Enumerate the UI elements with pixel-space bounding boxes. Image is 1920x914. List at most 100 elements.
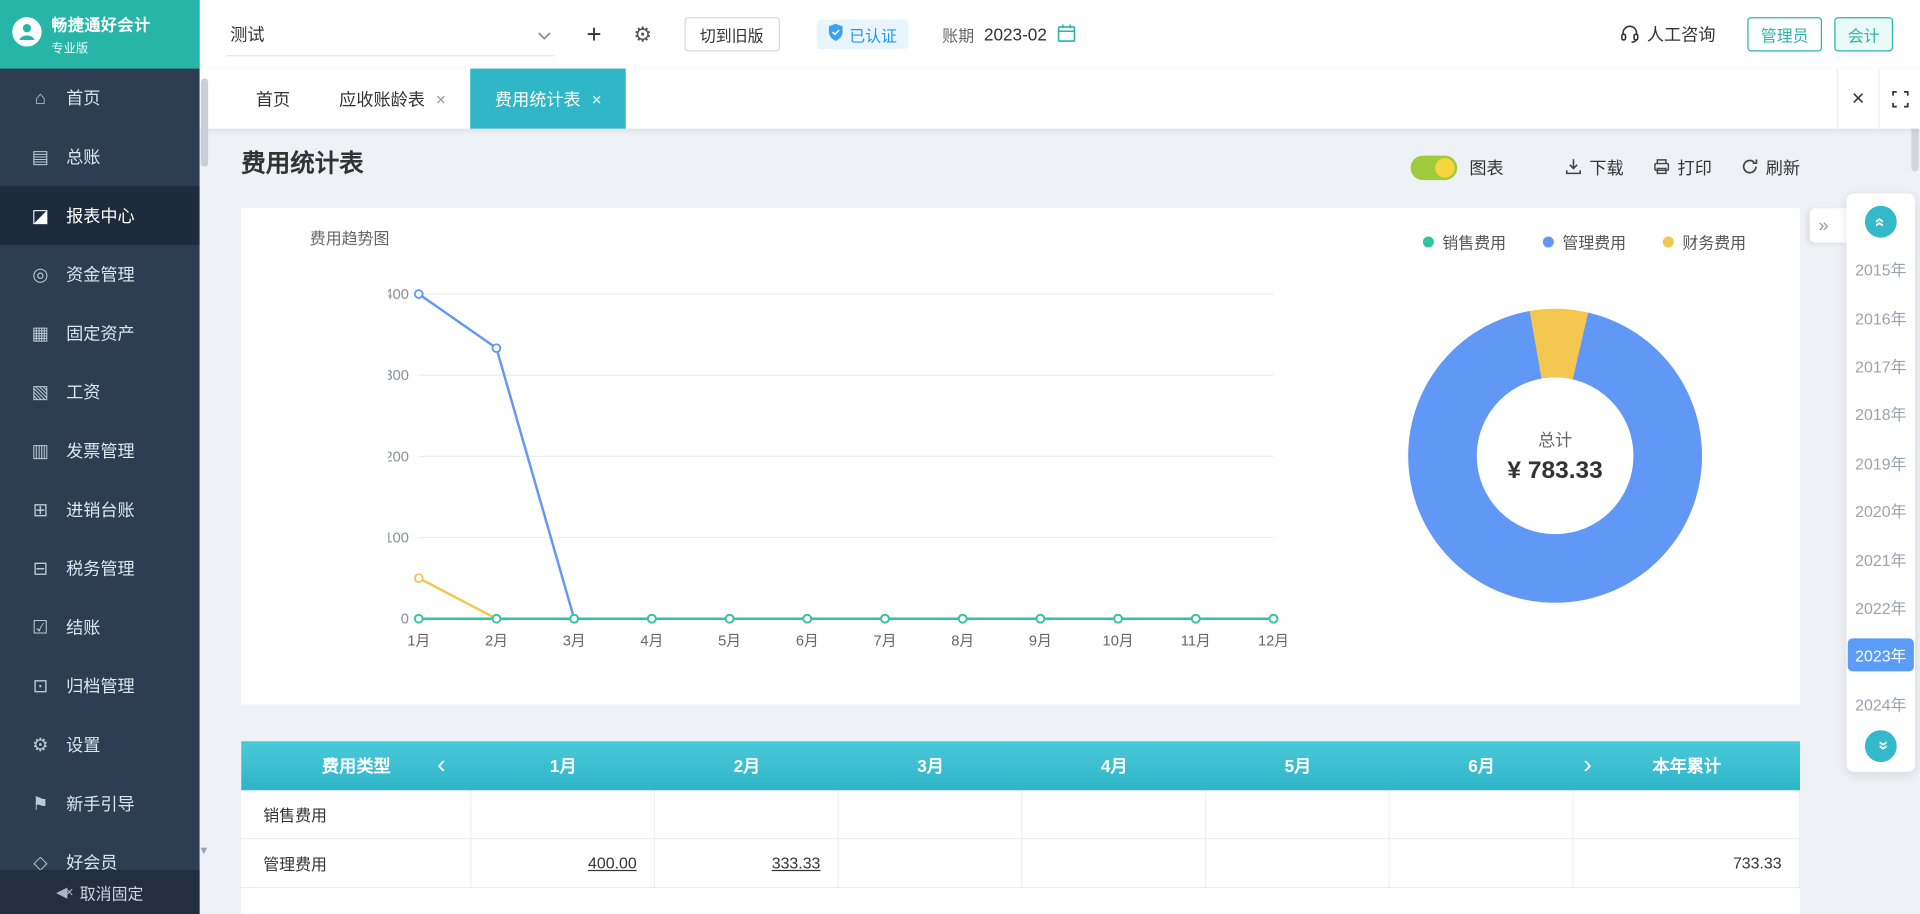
- year-scroll-down-button[interactable]: «: [1864, 730, 1897, 763]
- sidebar-item-发票管理[interactable]: ▥ 发票管理: [0, 421, 200, 480]
- sidebar-item-报表中心[interactable]: ◪ 报表中心: [0, 186, 200, 246]
- sidebar-item-label: 固定资产: [66, 323, 135, 344]
- sidebar-item-新手引导[interactable]: ⚑ 新手引导: [0, 774, 200, 833]
- period-label: 账期: [942, 26, 975, 45]
- chart-view-toggle[interactable]: [1410, 155, 1458, 181]
- shield-icon: [827, 23, 843, 45]
- collapse-year-panel-handle[interactable]: »: [1809, 208, 1847, 243]
- account-set-select[interactable]: 测试: [226, 13, 555, 56]
- support-label: 人工咨询: [1646, 24, 1716, 45]
- sidebar-item-资金管理[interactable]: ◎ 资金管理: [0, 245, 200, 304]
- sidebar-item-固定资产[interactable]: ▦ 固定资产: [0, 304, 200, 363]
- double-chevron-down-icon: «: [1871, 741, 1891, 751]
- column-header-5月[interactable]: 5月: [1206, 741, 1390, 790]
- support-link[interactable]: 人工咨询: [1620, 22, 1716, 47]
- switch-old-version-button[interactable]: 切到旧版: [683, 17, 780, 52]
- calendar-icon[interactable]: [1057, 23, 1077, 46]
- accounting-period[interactable]: 账期 2023-02: [942, 23, 1076, 46]
- fullscreen-icon[interactable]: [1878, 68, 1920, 129]
- svg-text:8月: 8月: [951, 634, 974, 650]
- sidebar-item-label: 工资: [66, 382, 101, 402]
- column-header-2月[interactable]: 2月: [655, 741, 839, 790]
- table-next-month-arrow[interactable]: ›: [1583, 751, 1592, 780]
- sidebar-item-进销台账[interactable]: ⊞ 进销台账: [0, 480, 200, 539]
- column-header-1月[interactable]: 1月: [471, 741, 655, 790]
- column-header-6月[interactable]: 6月: [1390, 741, 1574, 790]
- year-label: 2021年: [1855, 550, 1907, 570]
- sidebar-scroll-down-icon[interactable]: ▼: [198, 844, 210, 857]
- legend-item-管理费用[interactable]: 管理费用: [1542, 230, 1626, 253]
- table-row-管理费用: 管理费用 400.00 333.33 733.33: [241, 839, 1801, 889]
- tab-费用统计表[interactable]: 费用统计表 ×: [470, 68, 627, 129]
- unpin-button[interactable]: ◀× 取消固定: [0, 869, 200, 914]
- page-scrollbar[interactable]: [1910, 69, 1920, 914]
- sidebar-item-label: 报表中心: [66, 205, 135, 226]
- settings-icon: ⚙: [32, 735, 49, 756]
- topbar: 测试 + ⚙ 切到旧版 已认证 账期 2023-02: [199, 0, 1920, 69]
- tab-label: 应收账龄表: [339, 88, 425, 109]
- funds-icon: ◎: [32, 264, 49, 286]
- year-item-2018年[interactable]: 2018年: [1847, 390, 1916, 438]
- svg-text:5月: 5月: [718, 634, 741, 650]
- chevron-down-icon: [538, 24, 551, 44]
- tab-首页[interactable]: 首页: [231, 69, 314, 129]
- year-item-2021年[interactable]: 2021年: [1847, 535, 1916, 583]
- sidebar-item-首页[interactable]: ⌂ 首页: [0, 69, 200, 128]
- column-header-费用类型[interactable]: 费用类型: [241, 741, 471, 790]
- year-item-2024年[interactable]: 2024年: [1847, 680, 1916, 728]
- svg-text:2月: 2月: [485, 634, 508, 650]
- table-prev-month-arrow[interactable]: ‹: [437, 751, 446, 780]
- sidebar-item-设置[interactable]: ⚙ 设置: [0, 716, 200, 775]
- column-header-本年累计[interactable]: 本年累计: [1573, 741, 1800, 790]
- close-all-tabs-icon[interactable]: ×: [1836, 68, 1879, 129]
- column-header-3月[interactable]: 3月: [839, 741, 1023, 790]
- sidebar-menu: ⌂ 首页 ▤ 总账 ◪ 报表中心 ◎ 资金管理 ▦ 固定资产 ▧ 工资 ▥ 发票管理 ⊞ 进销台账 ⊟ 税务管理 ☑…: [0, 69, 200, 870]
- legend-item-财务费用[interactable]: 财务费用: [1662, 230, 1746, 253]
- year-scroll-up-button[interactable]: «: [1864, 205, 1897, 238]
- tab-close-icon[interactable]: ×: [591, 88, 602, 109]
- sidebar-item-税务管理[interactable]: ⊟ 税务管理: [0, 539, 200, 598]
- add-button[interactable]: +: [586, 20, 602, 49]
- sidebar-item-工资[interactable]: ▧ 工资: [0, 363, 200, 422]
- unpin-icon: ◀×: [56, 883, 74, 901]
- refresh-button[interactable]: 刷新: [1741, 156, 1800, 181]
- headset-icon: [1620, 23, 1640, 46]
- sidebar-item-结账[interactable]: ☑ 结账: [0, 598, 200, 657]
- sidebar-item-label: 资金管理: [66, 264, 135, 285]
- fixed-assets-icon: ▦: [31, 323, 50, 345]
- sidebar-item-归档管理[interactable]: ⊡ 归档管理: [0, 657, 200, 716]
- main-content: 费用统计表 图表 下载: [200, 129, 1920, 914]
- year-list: 2015年 2016年 2017年 2018年 2019年 2020年 2021年 2022年…: [1847, 245, 1916, 728]
- year-label: 2020年: [1855, 502, 1907, 521]
- brand-logo-icon: [11, 15, 43, 53]
- table-cell: 733.33: [1573, 839, 1801, 888]
- year-item-2015年[interactable]: 2015年: [1847, 245, 1916, 293]
- legend-item-销售费用[interactable]: 销售费用: [1422, 230, 1506, 253]
- tab-close-icon[interactable]: ×: [435, 88, 446, 109]
- table-row-partial: [241, 888, 1801, 914]
- table-cell: 400.00: [471, 839, 656, 888]
- sidebar-item-总账[interactable]: ▤ 总账: [0, 127, 200, 186]
- drill-down-link[interactable]: 333.33: [771, 853, 821, 873]
- download-button[interactable]: 下载: [1565, 156, 1624, 181]
- tab-应收账龄表[interactable]: 应收账龄表 ×: [315, 69, 471, 129]
- sidebar-scrollbar[interactable]: [200, 78, 209, 167]
- year-item-2023年[interactable]: 2023年: [1847, 631, 1916, 679]
- tabbar: 首页 应收账龄表 × 费用统计表 × ×: [199, 68, 1920, 129]
- year-item-2019年[interactable]: 2019年: [1847, 438, 1916, 486]
- year-item-2017年[interactable]: 2017年: [1847, 342, 1916, 390]
- sidebar-item-好会员[interactable]: ◇ 好会员: [0, 833, 200, 870]
- double-chevron-up-icon: «: [1871, 217, 1891, 226]
- admin-role-button[interactable]: 管理员: [1747, 17, 1823, 52]
- gear-icon[interactable]: ⚙: [633, 22, 653, 46]
- year-item-2016年[interactable]: 2016年: [1847, 293, 1916, 341]
- period-value: 2023-02: [983, 24, 1047, 45]
- year-item-2022年[interactable]: 2022年: [1847, 583, 1916, 631]
- drill-down-link[interactable]: 400.00: [588, 853, 637, 873]
- accountant-role-button[interactable]: 会计: [1834, 17, 1894, 52]
- topbar-right: 人工咨询 管理员 会计: [1620, 17, 1894, 52]
- column-header-4月[interactable]: 4月: [1022, 741, 1206, 790]
- print-button[interactable]: 打印: [1653, 156, 1712, 181]
- certified-badge[interactable]: 已认证: [816, 19, 909, 50]
- year-item-2020年[interactable]: 2020年: [1847, 486, 1916, 534]
